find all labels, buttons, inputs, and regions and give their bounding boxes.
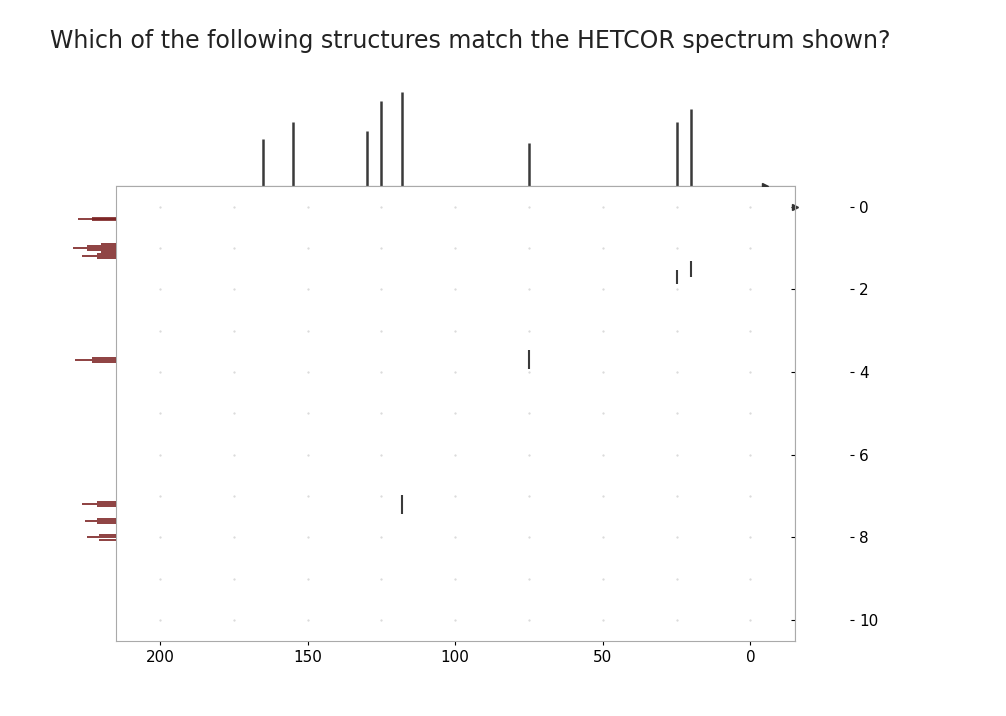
Text: Which of the following structures match the HETCOR spectrum shown?: Which of the following structures match … <box>50 29 890 53</box>
